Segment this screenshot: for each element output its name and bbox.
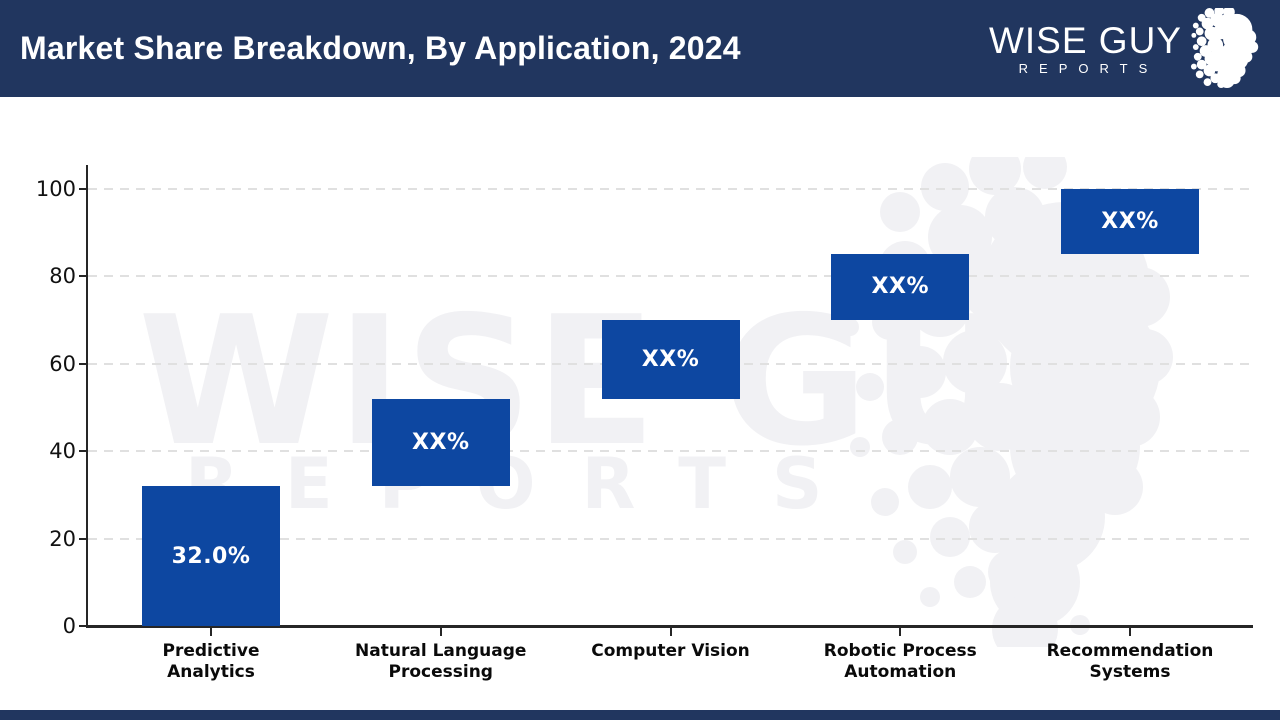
x-axis-label: Recommendation Systems — [1046, 641, 1214, 683]
logo-text: WISE GUY REPORTS — [989, 22, 1182, 75]
y-axis-line — [86, 165, 88, 628]
x-axis-label: Robotic Process Automation — [823, 641, 977, 683]
page-title: Market Share Breakdown, By Application, … — [20, 30, 741, 66]
y-axis-tick — [79, 450, 88, 452]
bar-value-label: XX% — [1101, 208, 1159, 234]
logo-wordmark: WISE GUY — [988, 20, 1182, 61]
x-axis-label: Computer Vision — [591, 641, 750, 661]
y-axis-tick — [79, 187, 88, 190]
x-axis-tick — [210, 628, 212, 636]
bar-natural-language-processing: XX% — [371, 398, 510, 486]
y-axis-tick — [79, 362, 88, 365]
bar-value-label: XX% — [412, 429, 470, 455]
wiseguy-logo: WISE GUY REPORTS — [989, 7, 1266, 90]
y-axis-tick-label: 0 — [62, 614, 76, 638]
gridline — [88, 275, 1253, 277]
x-axis-tick — [669, 628, 672, 636]
bar-value-label: 32.0% — [171, 543, 251, 569]
bar-robotic-process-automation: XX% — [831, 254, 970, 320]
logo-subtext: REPORTS — [1018, 61, 1159, 76]
footer-bar — [0, 710, 1280, 720]
logo-head-icon — [1190, 7, 1259, 88]
y-axis-tick-label: 100 — [35, 176, 76, 201]
x-axis-tick — [899, 628, 902, 636]
bar-predictive-analytics: 32.0% — [142, 486, 280, 626]
y-axis-tick — [79, 537, 88, 540]
y-axis-tick-label: 80 — [49, 264, 76, 288]
y-axis-tick-label: 20 — [49, 526, 76, 551]
bar-value-label: XX% — [871, 274, 929, 300]
y-axis-tick-label: 60 — [49, 351, 76, 376]
gridline — [88, 450, 1253, 452]
y-axis-tick — [79, 625, 88, 627]
x-axis-label: Predictive Analytics — [162, 641, 260, 683]
x-axis-line — [86, 625, 1253, 628]
gridline — [88, 537, 1253, 540]
gridline — [88, 187, 1253, 190]
x-axis-tick — [1129, 628, 1131, 636]
bar-value-label: XX% — [641, 346, 700, 372]
bar-computer-vision: XX% — [601, 319, 740, 399]
y-axis-tick-label: 40 — [49, 439, 76, 463]
y-axis-tick — [79, 275, 88, 277]
x-axis-tick — [439, 628, 442, 636]
header-bar: Market Share Breakdown, By Application, … — [0, 0, 1280, 97]
x-axis-label: Natural Language Processing — [355, 641, 527, 683]
bar-recommendation-systems: XX% — [1061, 188, 1199, 255]
